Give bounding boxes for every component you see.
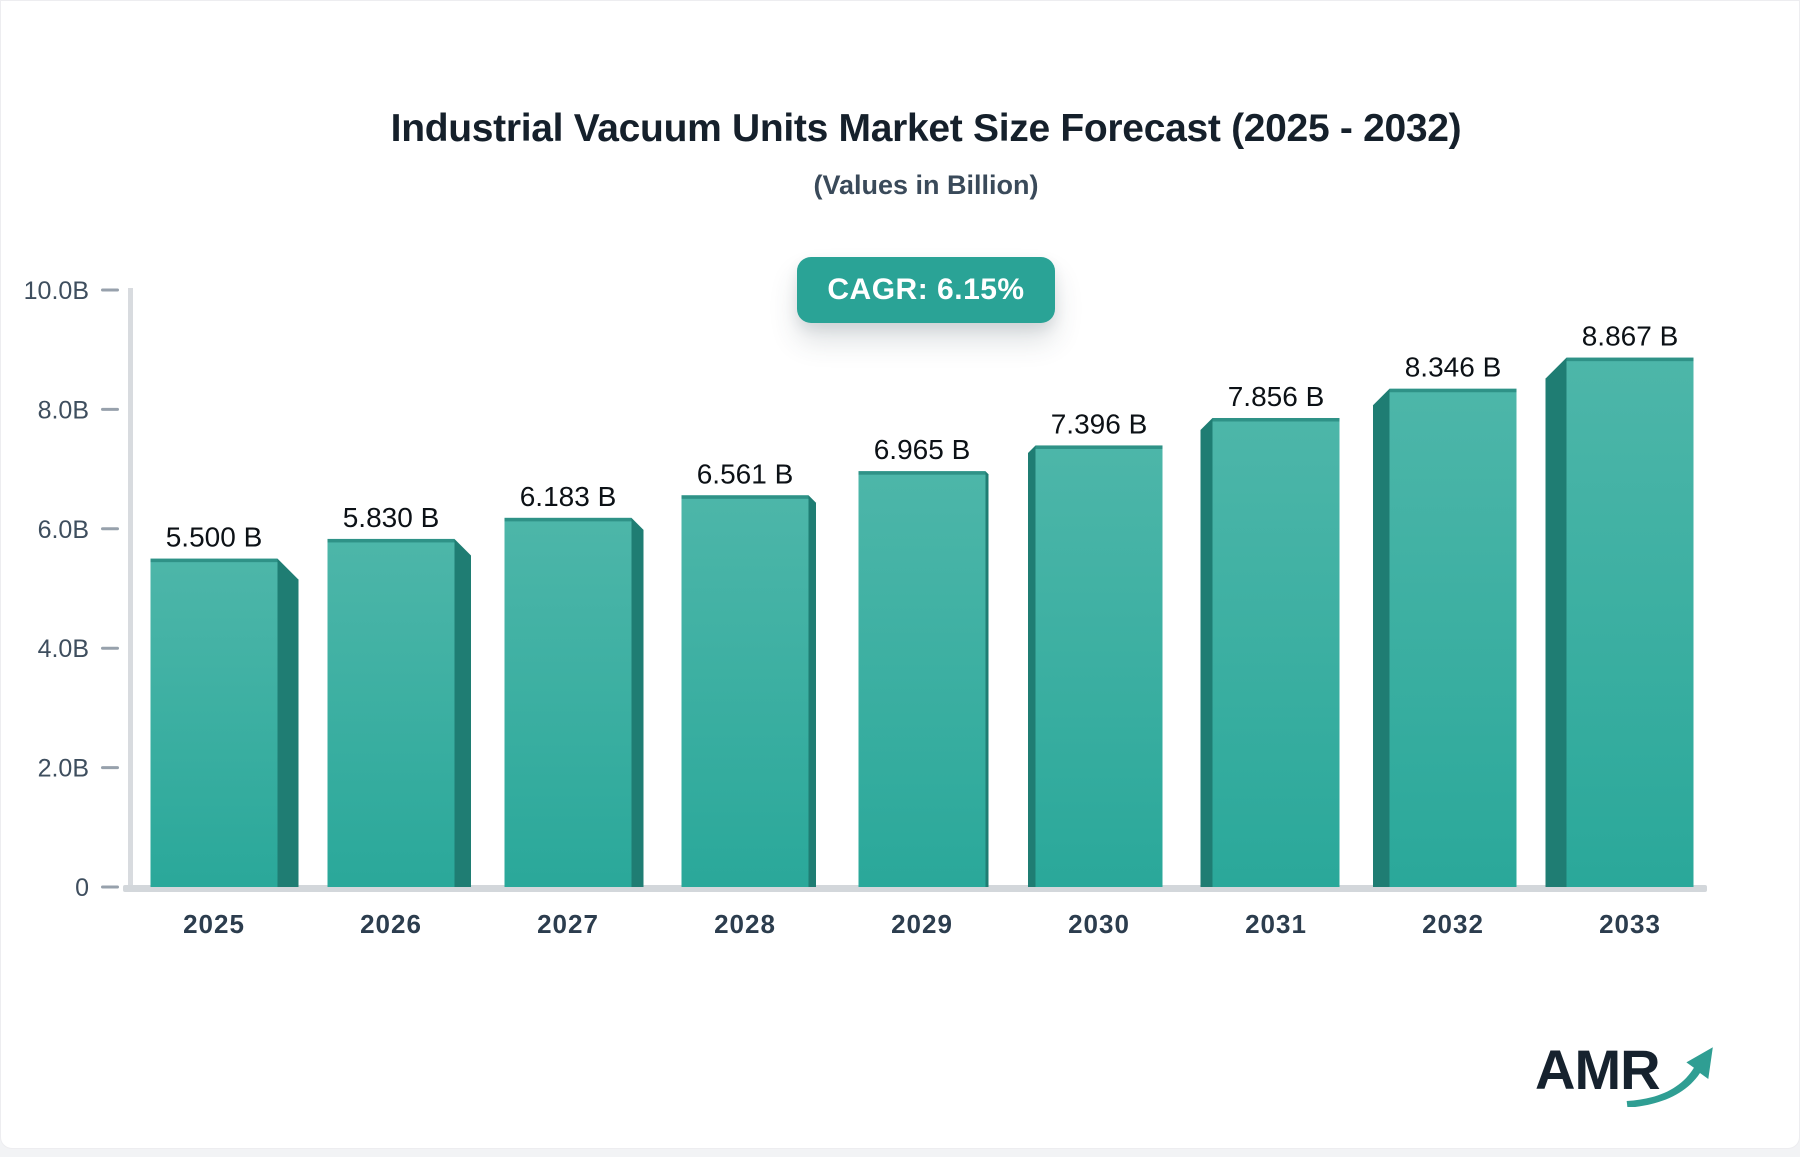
bar-2033[interactable]: 8.867 B <box>1545 321 1694 887</box>
chart-title: Industrial Vacuum Units Market Size Fore… <box>390 107 1462 150</box>
bar-top-edge <box>681 495 809 499</box>
x-axis-label: 2027 <box>537 909 599 939</box>
bar-side-face <box>1373 388 1390 887</box>
bar-value-label: 8.346 B <box>1405 352 1502 383</box>
bar-top-edge <box>858 471 986 475</box>
bar-front-face <box>1035 445 1163 887</box>
y-axis-label: 8.0B <box>38 396 89 424</box>
bar-side-face <box>277 558 299 887</box>
bar-front-face <box>1212 417 1340 887</box>
bar-side-face <box>631 517 644 887</box>
bar-front-face <box>858 471 986 887</box>
bar-side-face <box>1545 357 1567 887</box>
bar-top-edge <box>327 538 455 543</box>
bar-2027[interactable]: 6.183 B <box>504 481 644 887</box>
y-axis-tick <box>101 766 119 770</box>
bar-value-label: 5.830 B <box>343 502 440 533</box>
bar-side-face <box>808 495 816 887</box>
y-axis-label: 6.0B <box>38 516 89 544</box>
y-axis-tick <box>101 407 119 411</box>
y-axis-label: 0 <box>75 874 89 902</box>
bar-2028[interactable]: 6.561 B <box>681 458 817 887</box>
y-axis-label: 2.0B <box>38 755 89 783</box>
x-axis-label: 2031 <box>1245 909 1307 939</box>
bar-front-face <box>1389 388 1517 887</box>
bar-value-label: 6.183 B <box>520 481 617 512</box>
y-axis-tick <box>101 527 119 531</box>
bar-2026[interactable]: 5.830 B <box>327 502 472 887</box>
bar-front-face <box>327 538 455 887</box>
bar-front-face <box>504 517 632 887</box>
x-axis-label: 2032 <box>1422 909 1484 939</box>
y-axis-tick <box>101 288 119 292</box>
x-axis-label: 2029 <box>891 909 953 939</box>
bar-value-label: 7.396 B <box>1051 408 1148 439</box>
y-axis-label: 4.0B <box>38 635 89 663</box>
y-axis-label: 10.0B <box>24 277 89 305</box>
bar-value-label: 5.500 B <box>166 522 263 553</box>
bar-2029[interactable]: 6.965 B <box>858 434 989 887</box>
y-axis-line <box>128 288 133 891</box>
bar-value-label: 7.856 B <box>1228 381 1325 412</box>
bar-front-face <box>150 558 278 887</box>
bar-2032[interactable]: 8.346 B <box>1373 352 1517 887</box>
bar-side-face <box>454 538 471 887</box>
bar-side-face <box>1028 445 1036 887</box>
amr-logo: AMR <box>1535 1031 1725 1115</box>
bar-value-label: 6.965 B <box>874 434 971 465</box>
bar-front-face <box>1566 357 1694 887</box>
x-axis-label: 2030 <box>1068 909 1130 939</box>
bar-top-edge <box>1035 445 1163 449</box>
x-axis-label: 2033 <box>1599 909 1661 939</box>
bar-top-edge <box>1212 417 1340 422</box>
chart-subtitle: (Values in Billion) <box>813 170 1039 200</box>
x-axis-label: 2025 <box>183 909 245 939</box>
amr-logo-text: AMR <box>1535 1038 1661 1101</box>
y-axis-tick <box>101 885 119 889</box>
bar-top-edge <box>1566 357 1694 362</box>
bar-2031[interactable]: 7.856 B <box>1200 381 1340 887</box>
growth-arrow-icon <box>1626 1047 1713 1107</box>
bar-value-label: 8.867 B <box>1582 321 1679 352</box>
bar-2025[interactable]: 5.500 B <box>150 522 299 887</box>
bar-side-face <box>985 471 989 887</box>
bar-side-face <box>1200 417 1213 887</box>
x-axis-label: 2026 <box>360 909 422 939</box>
bar-front-face <box>681 495 809 887</box>
bar-value-label: 6.561 B <box>697 458 794 489</box>
cagr-badge: CAGR: 6.15% <box>797 257 1055 323</box>
bar-top-edge <box>504 517 632 522</box>
bar-top-edge <box>150 558 278 563</box>
x-axis-label: 2028 <box>714 909 776 939</box>
y-axis-tick <box>101 646 119 650</box>
bar-top-edge <box>1389 388 1517 393</box>
bar-2030[interactable]: 7.396 B <box>1028 408 1163 887</box>
